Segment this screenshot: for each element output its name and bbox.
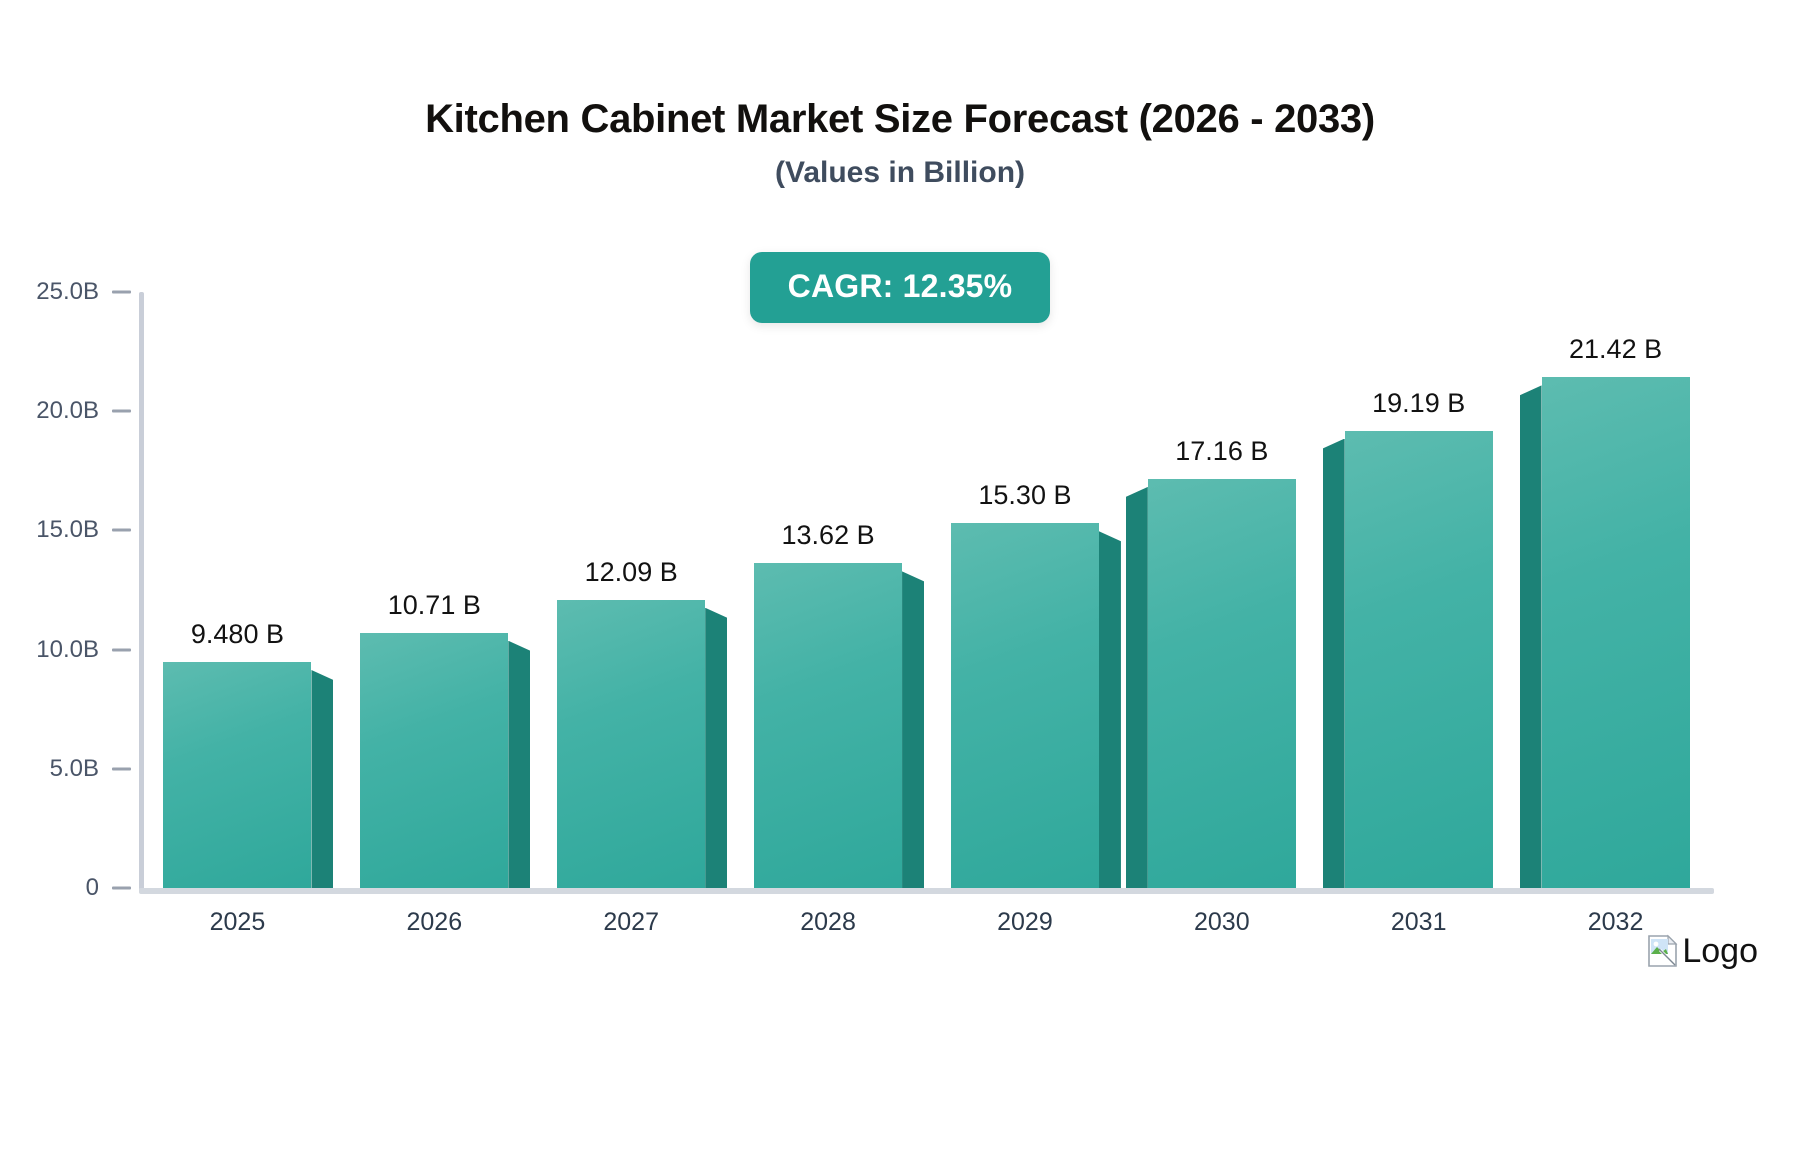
bar-front-face	[163, 662, 312, 888]
bar[interactable]: 10.71 B	[360, 590, 531, 888]
x-axis-label: 2025	[209, 908, 266, 936]
chart-subtitle: (Values in Billion)	[774, 156, 1026, 189]
y-axis-tick-mark	[112, 409, 131, 413]
y-axis-tick-label: 5.0B	[49, 754, 99, 782]
bar-side-face	[1519, 385, 1542, 888]
bar-value-label: 17.16 B	[1175, 435, 1269, 466]
bar-value-label: 9.480 B	[190, 619, 284, 649]
bar-column[interactable]: 13.62 B	[754, 292, 925, 888]
bar[interactable]: 19.19 B	[1322, 388, 1493, 888]
y-axis-ticks: 0 5.0B 10.0B 15.0B 20.0B 25.0B	[0, 0, 139, 1156]
y-axis-line	[139, 292, 144, 890]
bar[interactable]: 15.30 B	[950, 480, 1121, 888]
bar-value-label: 21.42 B	[1569, 334, 1663, 365]
bar-side-face	[902, 571, 925, 888]
bar-front-face	[1147, 478, 1296, 888]
bar[interactable]: 13.62 B	[754, 520, 925, 888]
bar-value-label: 15.30 B	[978, 480, 1072, 511]
bar-column[interactable]: 19.19 B	[1322, 292, 1493, 888]
x-axis-label: 2026	[406, 908, 463, 936]
bar[interactable]: 21.42 B	[1519, 334, 1690, 888]
bar-column[interactable]: 15.30 B	[950, 292, 1121, 888]
bar-value-label: 12.09 B	[584, 556, 678, 587]
logo-alt-text: Logo	[1682, 932, 1758, 970]
page-title: Kitchen Cabinet Market Size Forecast (20…	[425, 97, 1375, 141]
y-axis-tick-mark	[112, 886, 131, 890]
bar-column[interactable]: 21.42 B	[1519, 292, 1690, 888]
bar-front-face	[1541, 377, 1690, 888]
y-axis-tick-mark	[112, 528, 131, 532]
bar-column[interactable]: 12.09 B	[557, 292, 728, 888]
x-axis-label: 2031	[1390, 908, 1447, 936]
bar[interactable]: 17.16 B	[1125, 436, 1296, 888]
bar-front-face	[950, 523, 1099, 888]
x-axis-label: 2028	[800, 908, 856, 936]
bar[interactable]: 9.480 B	[163, 619, 334, 888]
y-axis-tick-label: 10.0B	[36, 635, 99, 663]
bar-side-face	[1125, 486, 1148, 888]
y-axis-tick-mark	[112, 767, 131, 771]
bar-value-label: 10.71 B	[387, 589, 481, 620]
broken-image-icon	[1648, 934, 1678, 967]
x-axis-line	[139, 888, 1714, 894]
y-axis-tick-label: 15.0B	[36, 516, 99, 544]
y-axis-tick-label: 0	[85, 874, 99, 901]
x-axis-label: 2029	[997, 908, 1053, 936]
bar-side-face	[311, 670, 334, 888]
bar-column[interactable]: 9.480 B	[163, 292, 334, 888]
bar-front-face	[754, 563, 903, 888]
x-axis-labels: 2025 2026 2027 2028 2029 2030 2031 2032	[139, 908, 1714, 958]
x-axis-label: 2030	[1194, 908, 1250, 936]
y-axis-tick-label: 20.0B	[36, 397, 99, 425]
bar-side-face	[508, 640, 531, 888]
x-axis-label: 2032	[1587, 908, 1644, 936]
bar-value-label: 19.19 B	[1372, 387, 1466, 418]
y-axis-tick-mark	[112, 648, 131, 652]
bar-front-face	[557, 599, 706, 888]
y-axis-tick-mark	[112, 290, 131, 294]
bar-side-face	[1322, 438, 1345, 888]
bar-value-label: 13.62 B	[781, 520, 875, 551]
bar-column[interactable]: 17.16 B	[1125, 292, 1296, 888]
y-axis-tick-label: 25.0B	[36, 278, 99, 305]
bar-side-face	[1098, 531, 1121, 888]
x-axis-label: 2027	[603, 908, 659, 936]
bar-column[interactable]: 10.71 B	[360, 292, 531, 888]
bar-front-face	[360, 632, 509, 888]
bar-series: 9.480 B 10.71 B 12.09 B 13.62 B 15.30 B 17.16…	[139, 292, 1714, 888]
bar-side-face	[705, 607, 728, 888]
cagr-badge-container: CAGR: 12.35%	[0, 252, 1800, 323]
bar[interactable]: 12.09 B	[557, 557, 728, 888]
chart-header: Kitchen Cabinet Market Size Forecast (20…	[0, 0, 1800, 191]
logo-block: Logo	[1646, 934, 1758, 968]
bar-front-face	[1344, 430, 1493, 888]
cagr-badge[interactable]: CAGR: 12.35%	[749, 252, 1051, 323]
